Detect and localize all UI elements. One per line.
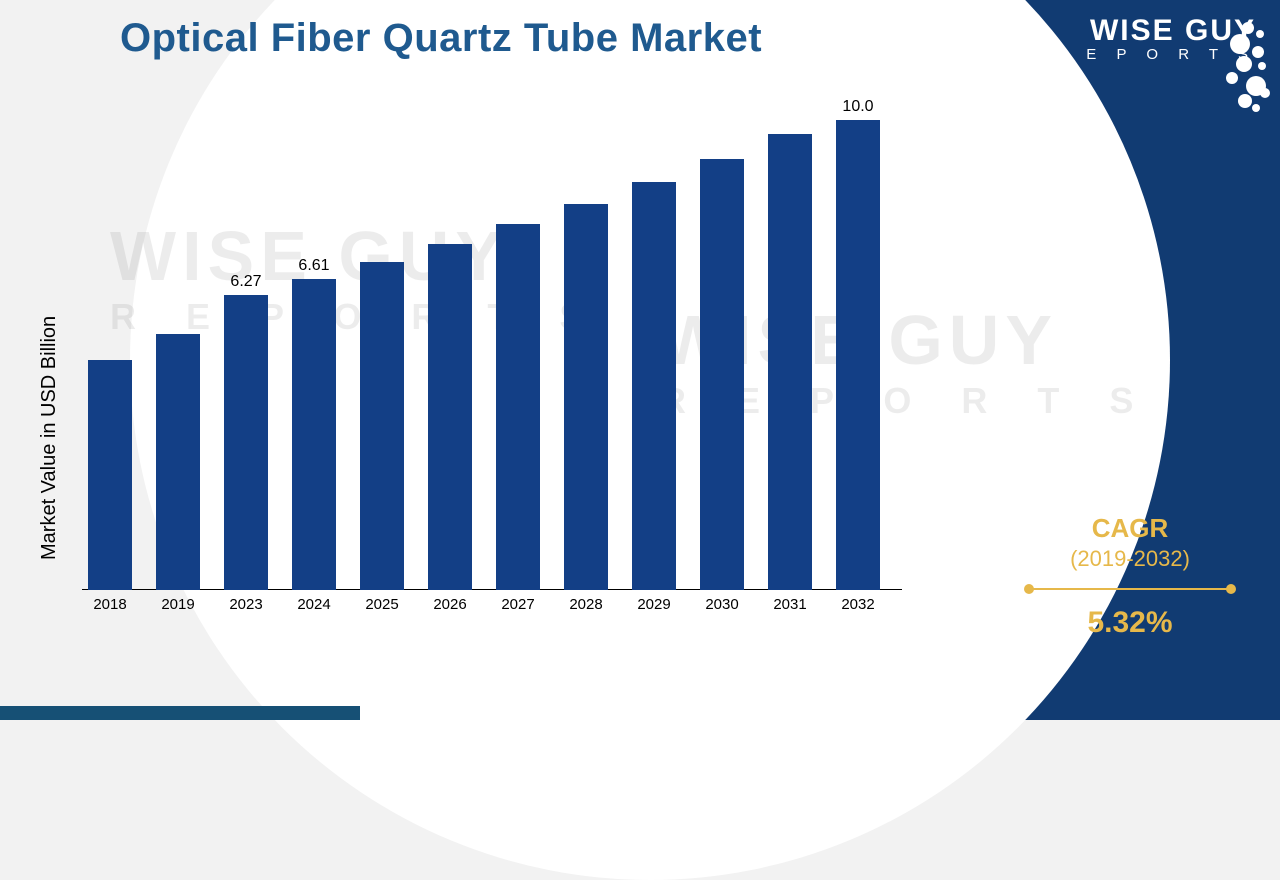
- footer-accent-bar: [0, 706, 360, 720]
- x-tick-label: 2024: [297, 596, 330, 613]
- x-tick-label: 2028: [569, 596, 602, 613]
- cagr-divider: [1028, 588, 1232, 590]
- bar-2023: 6.27: [224, 295, 268, 590]
- x-tick-label: 2032: [841, 596, 874, 613]
- bar-2026: [428, 244, 472, 590]
- bar-value-label: 6.61: [298, 257, 329, 275]
- bar-2019: [156, 334, 200, 590]
- bar-2028: [564, 204, 608, 590]
- x-tick-label: 2029: [637, 596, 670, 613]
- bar-2032: 10.0: [836, 120, 880, 590]
- brand-logo: WISE GUY R E P O R T S: [1055, 14, 1256, 63]
- x-tick-label: 2018: [93, 596, 126, 613]
- bar-value-label: 6.27: [230, 273, 261, 291]
- x-tick-label: 2027: [501, 596, 534, 613]
- brand-logo-line2: R E P O R T S: [1055, 46, 1256, 63]
- x-tick-label: 2025: [365, 596, 398, 613]
- cagr-period: (2019-2032): [1020, 546, 1240, 572]
- cagr-block: CAGR (2019-2032) 5.32%: [1020, 513, 1240, 640]
- bar-2024: 6.61: [292, 279, 336, 590]
- x-axis-labels: 2018 2019 2023 2024 2025 2026 2027 2028 2029 2030…: [82, 596, 902, 620]
- chart-title: Optical Fiber Quartz Tube Market: [120, 16, 762, 61]
- bar-chart: 6.27 6.61 10.0: [82, 120, 902, 590]
- x-tick-label: 2023: [229, 596, 262, 613]
- bar-2029: [632, 182, 676, 590]
- y-axis-label: Market Value in USD Billion: [38, 316, 61, 560]
- cagr-title: CAGR: [1020, 513, 1240, 544]
- bar-2031: [768, 134, 812, 590]
- bar-value-label: 10.0: [842, 98, 873, 116]
- x-tick-label: 2026: [433, 596, 466, 613]
- bar-2030: [700, 159, 744, 590]
- x-tick-label: 2031: [773, 596, 806, 613]
- bar-2018: [88, 360, 132, 590]
- x-tick-label: 2030: [705, 596, 738, 613]
- brand-logo-line1: WISE GUY: [1055, 14, 1256, 48]
- cagr-value: 5.32%: [1020, 606, 1240, 640]
- x-tick-label: 2019: [161, 596, 194, 613]
- bar-2027: [496, 224, 540, 590]
- bar-2025: [360, 262, 404, 590]
